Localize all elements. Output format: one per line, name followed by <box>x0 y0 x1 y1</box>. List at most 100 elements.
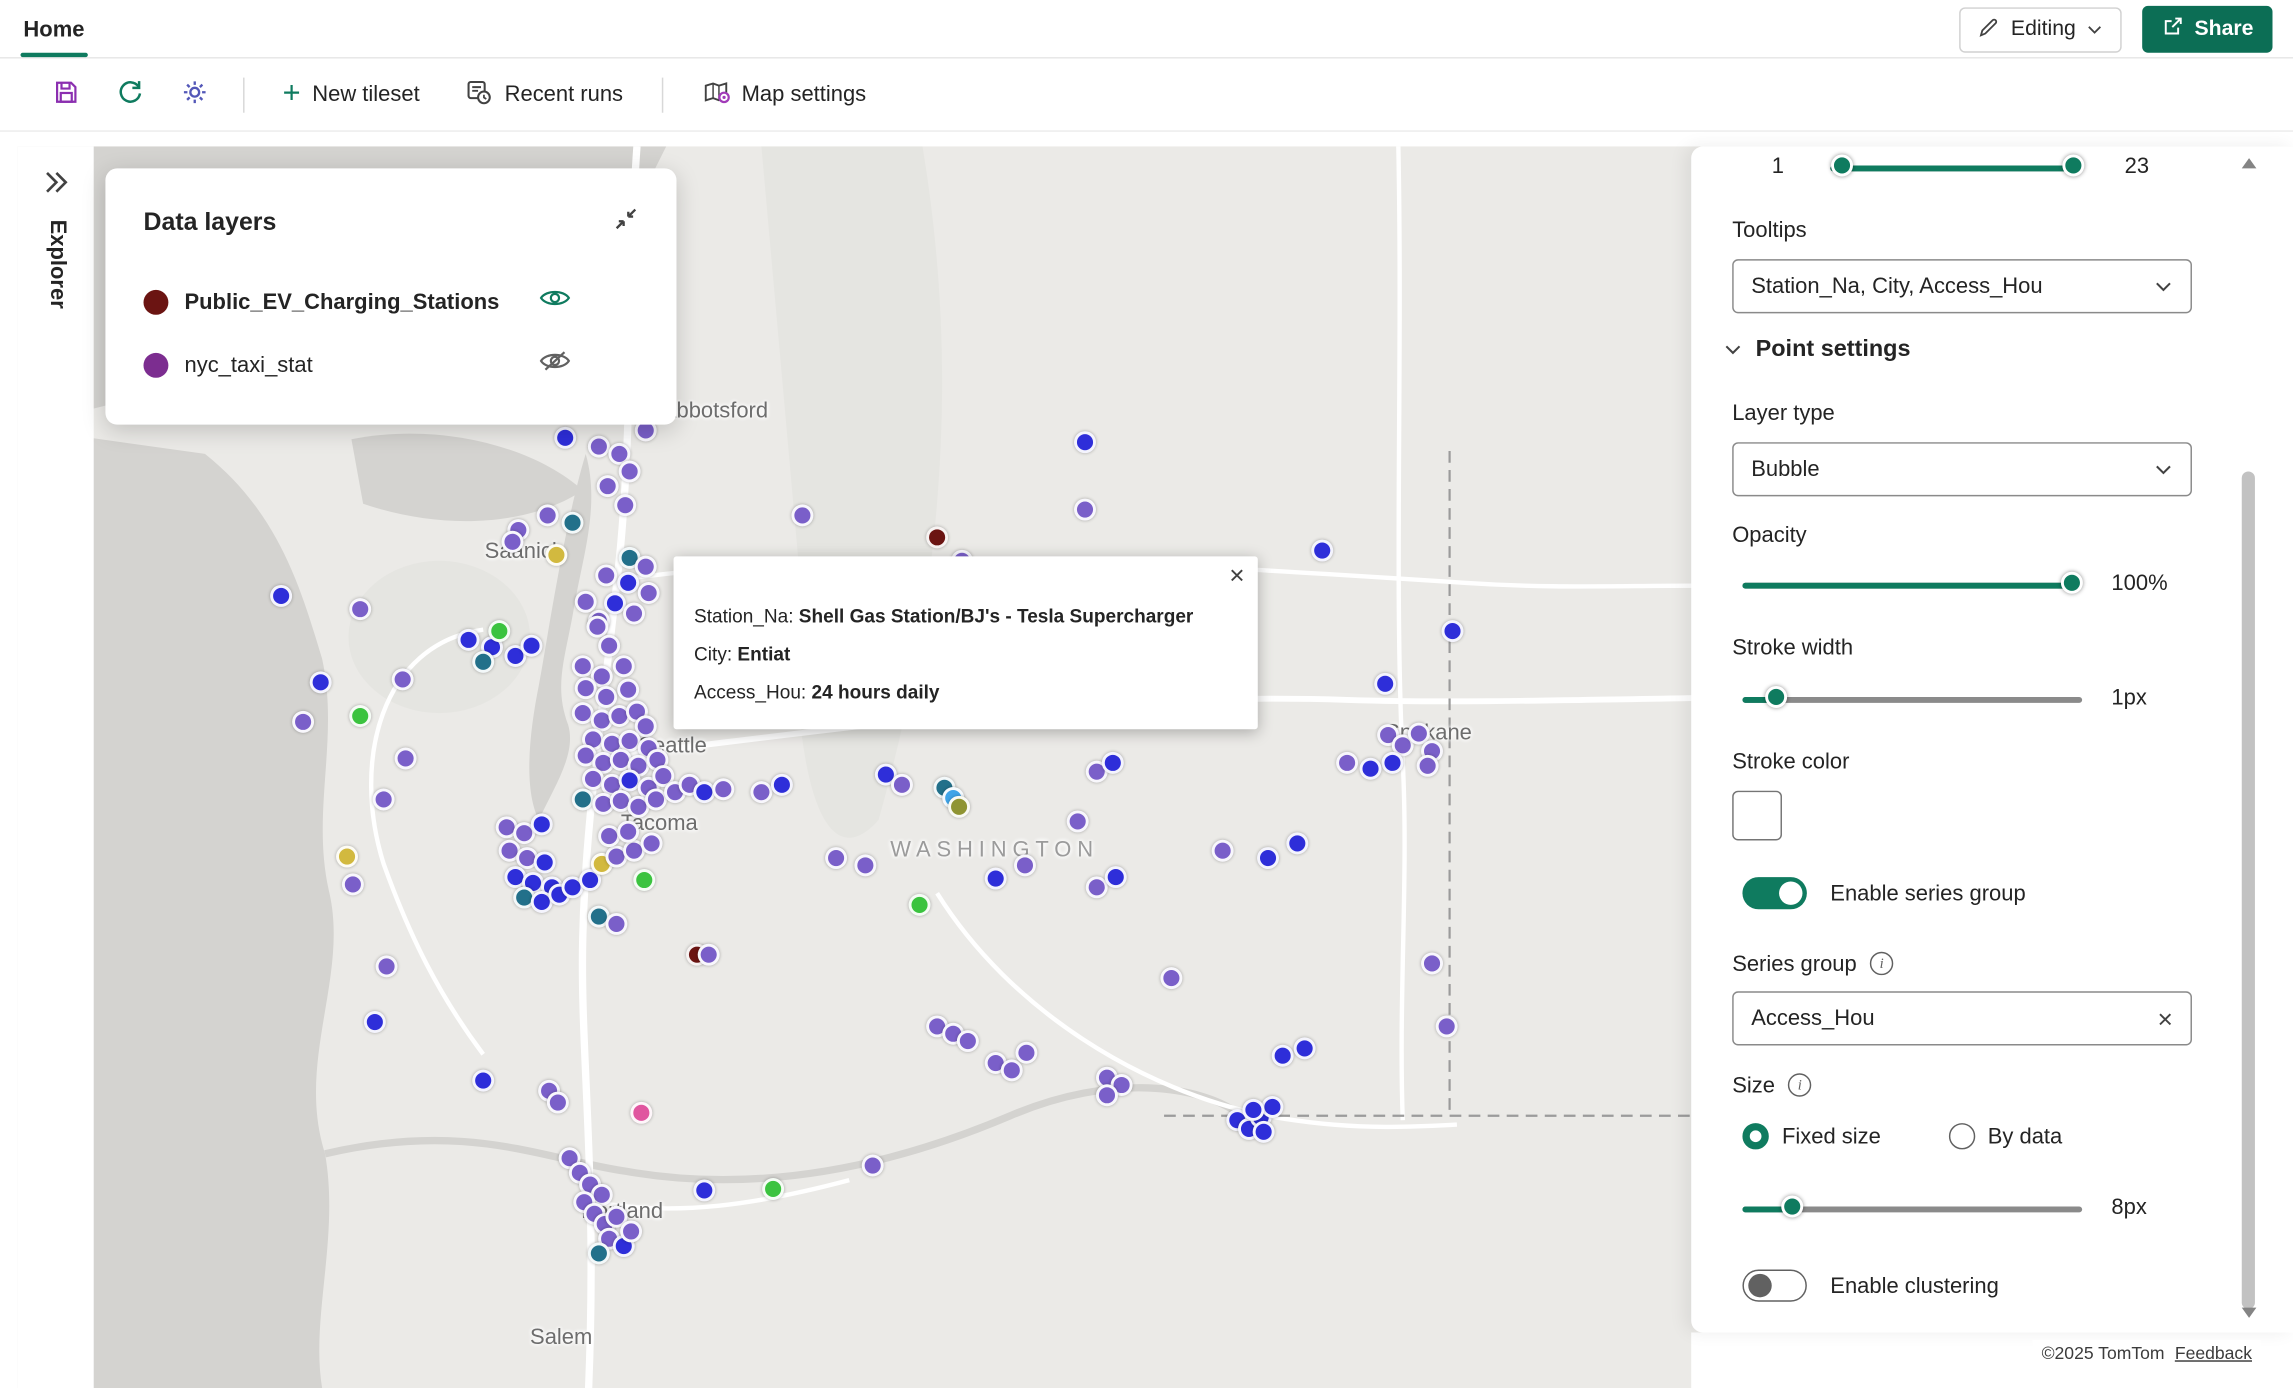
map-settings-button[interactable]: Map settings <box>683 69 884 120</box>
map-data-point[interactable] <box>363 1011 386 1034</box>
map-data-point[interactable] <box>349 598 372 621</box>
map-data-point[interactable] <box>590 665 613 688</box>
new-tileset-button[interactable]: + New tileset <box>265 69 438 120</box>
info-icon[interactable]: i <box>1869 951 1894 976</box>
map-data-point[interactable] <box>1013 854 1036 877</box>
map-data-point[interactable] <box>472 650 495 673</box>
map-data-point[interactable] <box>623 602 645 625</box>
editing-button[interactable]: Editing <box>1959 6 2122 52</box>
stroke-width-slider-thumb[interactable] <box>1765 685 1788 708</box>
map-data-point[interactable] <box>644 788 667 811</box>
map-data-point[interactable] <box>1359 757 1382 780</box>
map-data-point[interactable] <box>712 778 735 801</box>
map-data-point[interactable] <box>693 1179 716 1202</box>
map-data-point[interactable] <box>1311 539 1334 562</box>
map-data-point[interactable] <box>1211 839 1234 862</box>
map-data-point[interactable] <box>270 584 293 607</box>
map-data-point[interactable] <box>1271 1044 1294 1067</box>
map-data-point[interactable] <box>1407 722 1430 745</box>
map-data-point[interactable] <box>603 592 626 615</box>
map-data-point[interactable] <box>571 655 594 678</box>
map-data-point[interactable] <box>1286 832 1309 855</box>
save-button[interactable] <box>38 69 94 120</box>
map-data-point[interactable] <box>605 912 628 935</box>
map-data-point[interactable] <box>1085 876 1108 899</box>
map-data-point[interactable] <box>375 955 398 978</box>
map-data-point[interactable] <box>854 854 877 877</box>
map-data-point[interactable] <box>292 710 315 733</box>
map-data-point[interactable] <box>1160 967 1183 990</box>
zoom-range-thumb-min[interactable] <box>1831 154 1853 177</box>
map-data-point[interactable] <box>596 475 619 498</box>
opacity-slider-thumb[interactable] <box>2060 571 2083 594</box>
map-data-point[interactable] <box>1104 866 1127 889</box>
stroke-width-slider-track[interactable] <box>1742 685 2083 708</box>
map-data-point[interactable] <box>1441 620 1464 643</box>
map-data-point[interactable] <box>574 590 597 613</box>
map-data-point[interactable] <box>520 634 543 657</box>
scrollbar-thumb[interactable] <box>2241 471 2255 1310</box>
series-group-toggle[interactable] <box>1742 877 1807 910</box>
map-data-point[interactable] <box>825 847 848 870</box>
layer-type-dropdown[interactable]: Bubble <box>1732 442 2192 497</box>
layer-row-ev-stations[interactable]: Public_EV_Charging_Stations <box>143 277 638 327</box>
map-data-point[interactable] <box>614 494 637 517</box>
map-data-point[interactable] <box>1293 1037 1316 1060</box>
settings-gear-button[interactable] <box>166 69 223 120</box>
panel-scrollbar[interactable] <box>2239 149 2259 1326</box>
map-data-point[interactable] <box>1391 734 1414 757</box>
map-data-point[interactable] <box>349 705 372 727</box>
map-data-point[interactable] <box>618 460 641 483</box>
map-data-point[interactable] <box>1000 1059 1023 1082</box>
map-data-point[interactable] <box>545 543 568 566</box>
map-data-point[interactable] <box>336 845 359 868</box>
map-data-point[interactable] <box>1435 1015 1458 1038</box>
map-data-point[interactable] <box>637 582 660 604</box>
map-data-point[interactable] <box>472 1069 495 1092</box>
map-data-point[interactable] <box>620 1220 643 1243</box>
clustering-toggle[interactable] <box>1742 1269 1807 1302</box>
map-data-point[interactable] <box>791 504 814 527</box>
map-data-point[interactable] <box>574 677 597 700</box>
scrollbar-up-icon[interactable] <box>2241 158 2257 169</box>
tab-home[interactable]: Home <box>23 0 84 59</box>
clear-icon[interactable]: × <box>2157 1003 2173 1034</box>
map-data-point[interactable] <box>1015 1041 1038 1064</box>
size-slider-track[interactable] <box>1742 1195 2083 1218</box>
map-data-point[interactable] <box>1101 751 1124 774</box>
map-data-point[interactable] <box>579 869 602 891</box>
map-data-point[interactable] <box>1416 754 1439 777</box>
popup-close-icon[interactable]: × <box>1229 560 1245 591</box>
map-data-point[interactable] <box>595 564 618 587</box>
map-data-point[interactable] <box>908 893 931 916</box>
map-data-point[interactable] <box>530 813 553 836</box>
map-data-point[interactable] <box>587 435 610 458</box>
map-data-point[interactable] <box>750 781 773 804</box>
map-data-point[interactable] <box>630 1101 653 1124</box>
collapse-card-button[interactable] <box>614 206 639 238</box>
expand-explorer-button[interactable] <box>37 167 75 205</box>
map-data-point[interactable] <box>341 873 364 896</box>
by-data-radio[interactable] <box>1948 1123 1975 1150</box>
map-data-point[interactable] <box>1336 751 1359 774</box>
map-data-point[interactable] <box>1066 810 1089 833</box>
map-data-point[interactable] <box>546 1091 569 1114</box>
map-data-point[interactable] <box>634 715 657 738</box>
map-data-point[interactable] <box>1257 847 1280 870</box>
map-data-point[interactable] <box>1242 1098 1265 1121</box>
map-data-point[interactable] <box>617 820 640 843</box>
map-data-point[interactable] <box>697 943 720 966</box>
map-data-point[interactable] <box>536 504 559 527</box>
size-slider-thumb[interactable] <box>1781 1195 1804 1218</box>
map-data-point[interactable] <box>571 788 594 811</box>
map-data-point[interactable] <box>1074 431 1096 454</box>
share-button[interactable]: Share <box>2141 5 2273 53</box>
map-data-point[interactable] <box>605 1205 628 1228</box>
map-data-point[interactable] <box>1252 1120 1275 1143</box>
map-data-point[interactable] <box>984 867 1007 890</box>
map-data-point[interactable] <box>770 773 793 796</box>
map-data-point[interactable] <box>309 671 332 694</box>
map-data-point[interactable] <box>926 526 949 549</box>
map-data-point[interactable] <box>956 1030 979 1053</box>
map-data-point[interactable] <box>391 668 414 691</box>
